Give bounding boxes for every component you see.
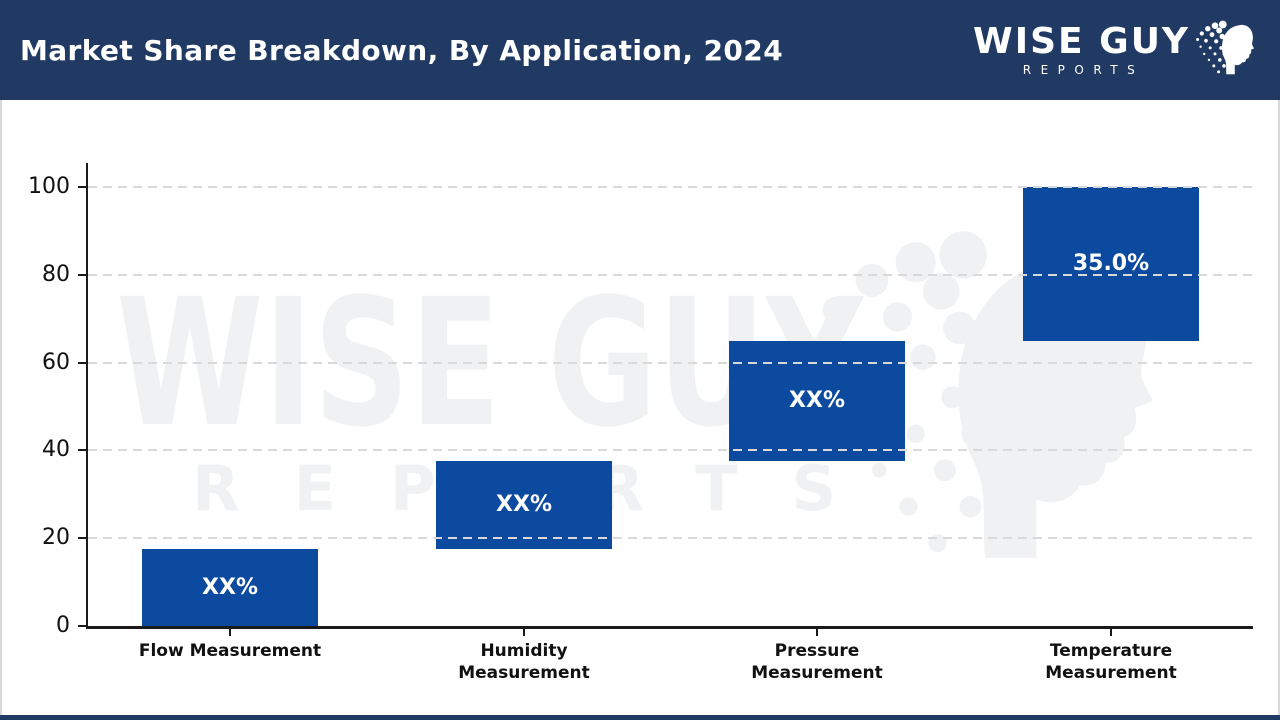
category-label: Flow Measurement [138, 641, 322, 661]
bar-segment [436, 461, 612, 550]
gridline [88, 361, 1253, 364]
y-tick-label: 80 [42, 261, 70, 287]
gridline [88, 449, 1253, 452]
category-label: Temperature Measurement [1045, 641, 1177, 683]
bar-value-label: 35.0% [1072, 250, 1150, 276]
logo-wordmark: WISE GUY [972, 21, 1190, 62]
y-axis-line [86, 163, 88, 629]
y-tickmark [78, 537, 88, 540]
y-tick-label: 20 [42, 525, 70, 551]
header: Market Share Breakdown, By Application, … [0, 0, 1280, 100]
y-tick-label: 0 [56, 613, 70, 638]
bottom-accent-bar [0, 715, 1280, 720]
gridline [88, 537, 1253, 540]
y-tickmark [78, 361, 88, 364]
bar-segment [142, 549, 318, 626]
y-tickmark [78, 449, 88, 452]
category-label: Humidity Measurement [458, 641, 590, 683]
x-tickmark [816, 629, 818, 636]
y-tickmark [78, 273, 88, 276]
chart-title: Market Share Breakdown, By Application, … [20, 33, 784, 67]
bar-value-label: XX% [496, 492, 552, 518]
y-tick-label: 60 [42, 349, 70, 375]
logo-subtitle: REPORTS [1022, 63, 1145, 77]
gridline [88, 273, 1253, 276]
y-tickmark [78, 186, 88, 188]
wise-guy-logo: WISE GUY REPORTS [973, 9, 1254, 91]
gridline [88, 186, 1253, 188]
logo-face-icon [1194, 9, 1254, 91]
x-tickmark [229, 629, 231, 636]
bar-value-label: XX% [202, 574, 258, 600]
bar-value-label: XX% [789, 388, 845, 413]
y-tickmark [78, 625, 88, 627]
y-tick-label: 40 [42, 437, 70, 463]
category-label: Pressure Measurement [751, 641, 883, 683]
y-tick-label: 100 [28, 174, 70, 199]
x-tickmark [523, 629, 525, 636]
x-axis-line [86, 626, 1253, 629]
x-tickmark [1110, 629, 1112, 636]
